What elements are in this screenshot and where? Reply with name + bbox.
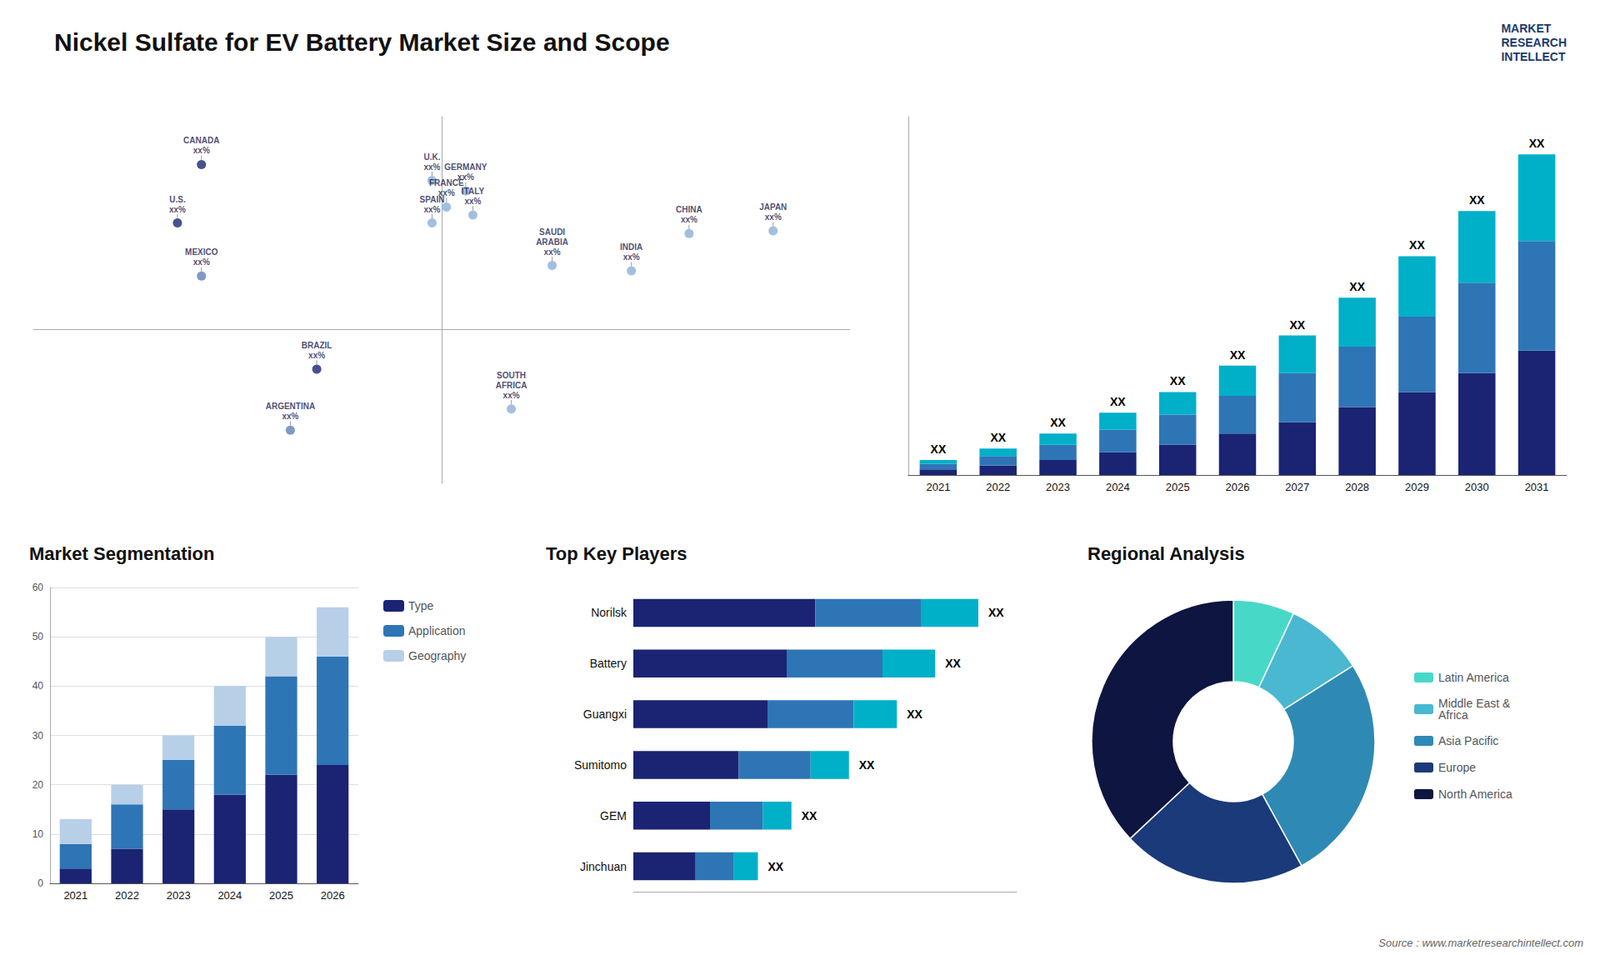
svg-text:XX: XX [768,860,785,874]
svg-text:CANADA: CANADA [183,135,220,145]
svg-text:60: 60 [32,581,45,594]
svg-text:2027: 2027 [1285,480,1310,494]
svg-text:XX: XX [1110,395,1126,409]
svg-text:2024: 2024 [217,889,242,902]
svg-text:40: 40 [32,680,45,692]
svg-text:xx%: xx% [765,212,782,222]
svg-text:XX: XX [945,656,961,670]
svg-text:2025: 2025 [1165,480,1190,494]
svg-text:XX: XX [906,707,923,721]
svg-text:2021: 2021 [63,889,88,902]
svg-text:BRAZIL: BRAZIL [301,340,333,350]
svg-text:xx%: xx% [438,188,455,198]
svg-text:XX: XX [1230,348,1246,362]
svg-text:2029: 2029 [1405,480,1430,494]
svg-text:SOUTH: SOUTH [496,370,526,380]
svg-text:MEXICO: MEXICO [185,247,219,257]
svg-text:XX: XX [1469,193,1485,207]
svg-text:XX: XX [859,758,875,772]
svg-text:Market Segmentation: Market Segmentation [29,543,215,565]
svg-text:Sumitomo: Sumitomo [574,758,627,772]
svg-text:Nickel Sulfate for EV Battery: Nickel Sulfate for EV Battery Market Siz… [54,28,670,56]
svg-text:Regional Analysis: Regional Analysis [1087,543,1245,565]
svg-text:Middle East &: Middle East & [1438,696,1511,710]
svg-text:10: 10 [32,828,45,840]
svg-text:XX: XX [1529,136,1545,150]
svg-text:xx%: xx% [457,172,475,182]
svg-text:0: 0 [37,877,44,890]
svg-text:xx%: xx% [623,252,640,262]
svg-text:xx%: xx% [680,215,698,225]
svg-text:xx%: xx% [423,205,440,215]
svg-text:SPAIN: SPAIN [420,195,445,205]
svg-text:Asia Pacific: Asia Pacific [1438,734,1499,748]
svg-text:Jinchuan: Jinchuan [580,860,627,874]
svg-text:INDIA: INDIA [620,242,643,252]
svg-text:Geography: Geography [408,649,466,663]
svg-text:Source : www.marketresearchint: Source : www.marketresearchintellect.com [1378,936,1584,950]
svg-text:U.K.: U.K. [423,152,440,162]
svg-text:XX: XX [1170,374,1186,388]
svg-text:xx%: xx% [544,247,561,257]
svg-text:ITALY: ITALY [461,186,485,196]
svg-text:Latin America: Latin America [1438,670,1510,685]
svg-text:Application: Application [408,624,466,638]
svg-text:JAPAN: JAPAN [759,202,787,212]
svg-text:2028: 2028 [1345,480,1370,494]
svg-text:Norilsk: Norilsk [590,605,628,620]
svg-text:50: 50 [32,630,45,643]
svg-text:xx%: xx% [503,390,520,400]
svg-text:xx%: xx% [423,162,440,172]
svg-text:xx%: xx% [193,145,210,155]
svg-text:2021: 2021 [925,480,950,494]
svg-text:ARGENTINA: ARGENTINA [265,401,315,411]
svg-text:xx%: xx% [464,196,481,206]
svg-text:XX: XX [801,809,818,823]
svg-text:GERMANY: GERMANY [444,162,487,172]
svg-text:ARABIA: ARABIA [535,237,569,247]
svg-text:2023: 2023 [1045,480,1070,494]
svg-text:2026: 2026 [1225,480,1250,494]
svg-text:2026: 2026 [320,889,345,902]
svg-text:XX: XX [1050,415,1066,430]
svg-text:xx%: xx% [193,257,210,267]
svg-text:xx%: xx% [308,350,325,360]
svg-text:AFRICA: AFRICA [495,380,528,390]
svg-text:2023: 2023 [166,889,191,902]
svg-text:xx%: xx% [281,411,299,421]
svg-text:XX: XX [1289,318,1305,332]
svg-text:XX: XX [1409,238,1425,252]
svg-text:Africa: Africa [1438,708,1469,722]
svg-text:Guangxi: Guangxi [583,707,627,721]
svg-text:RESEARCH: RESEARCH [1500,35,1567,50]
svg-text:2022: 2022 [985,480,1010,494]
svg-text:U.S.: U.S. [169,195,186,205]
svg-text:FRANCE: FRANCE [429,178,464,188]
svg-text:Type: Type [408,599,435,613]
svg-text:INTELLECT: INTELLECT [1500,50,1565,64]
svg-text:Top Key Players: Top Key Players [545,543,688,565]
svg-text:2025: 2025 [269,889,294,902]
svg-text:XX: XX [1349,280,1365,294]
svg-text:2031: 2031 [1525,480,1550,494]
svg-text:30: 30 [32,730,45,742]
svg-text:CHINA: CHINA [675,205,703,215]
svg-text:XX: XX [988,605,1005,620]
svg-text:Battery: Battery [590,656,627,670]
svg-text:MARKET: MARKET [1500,21,1551,35]
svg-text:2024: 2024 [1105,480,1130,494]
svg-text:2022: 2022 [115,889,140,902]
svg-text:GEM: GEM [600,809,627,823]
svg-text:North America: North America [1438,787,1513,801]
svg-text:SAUDI: SAUDI [539,227,565,237]
svg-text:XX: XX [990,430,1006,445]
svg-text:2030: 2030 [1465,480,1490,494]
svg-text:xx%: xx% [169,205,186,215]
svg-text:Europe: Europe [1438,760,1476,775]
svg-text:20: 20 [32,779,45,791]
svg-text:XX: XX [930,442,947,456]
